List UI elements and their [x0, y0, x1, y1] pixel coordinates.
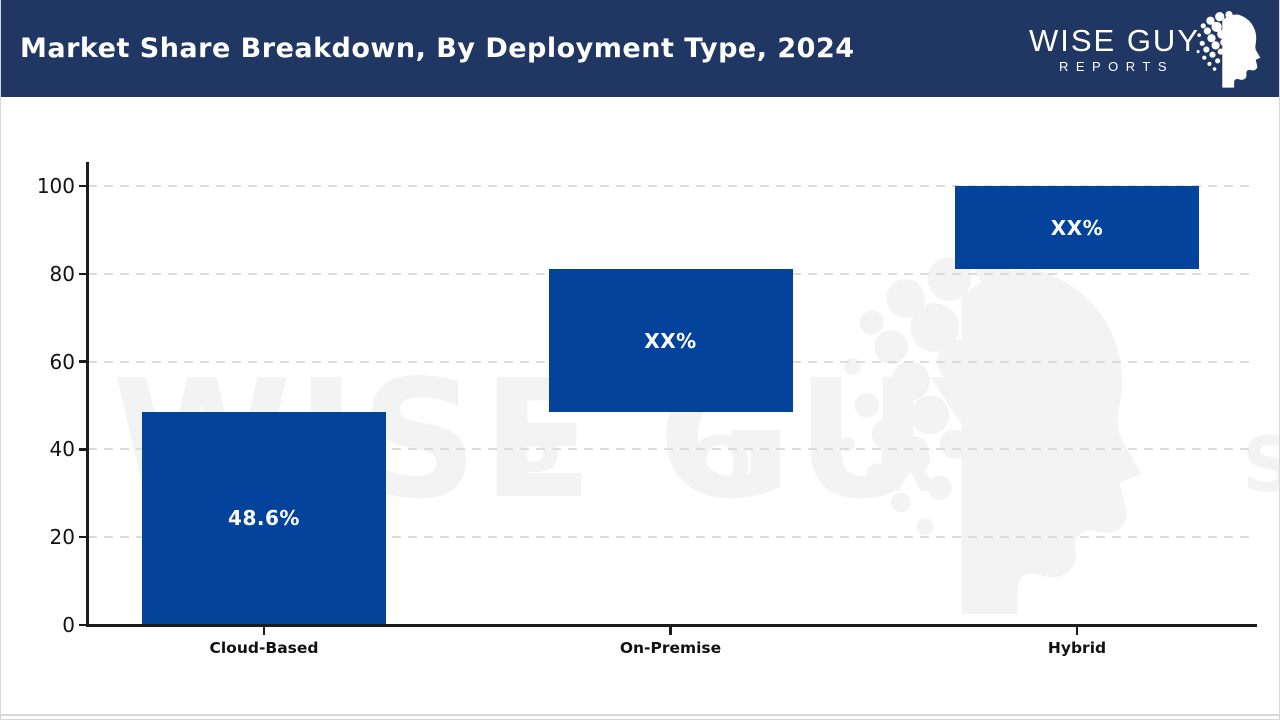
y-tick-label: 20 [49, 525, 75, 550]
logo-text: WISE GUY REPORTS [1029, 25, 1200, 74]
x-tick [262, 627, 266, 635]
gridline-100 [88, 185, 1252, 187]
bar-value-label-hybrid: XX% [1050, 215, 1104, 240]
bar-on-premise: XX% [548, 269, 793, 412]
x-category-label-hybrid: Hybrid [1047, 639, 1107, 657]
y-tick-label: 40 [49, 437, 75, 462]
wise-guy-reports-logo: WISE GUY REPORTS [1029, 6, 1266, 92]
dotted-profile-head-icon [1196, 10, 1261, 88]
y-tick [79, 184, 88, 188]
y-tick-label: 60 [49, 349, 75, 374]
bar-hybrid: XX% [955, 186, 1199, 270]
y-tick [79, 360, 88, 363]
x-axis [86, 624, 1257, 627]
bar-cloud-based: 48.6% [142, 411, 386, 625]
logo-subtitle: REPORTS [1058, 58, 1175, 74]
y-tick [79, 535, 88, 539]
y-tick-label: 0 [62, 613, 75, 637]
y-axis [86, 162, 89, 627]
logo-wordmark: WISE GUY [1028, 22, 1200, 58]
x-category-label-on-premise: On-Premise [619, 639, 722, 657]
y-tick [79, 272, 88, 276]
page-title: Market Share Breakdown, By Deployment Ty… [20, 33, 855, 64]
y-tick-label: 100 [36, 174, 75, 198]
x-tick [1075, 627, 1079, 635]
y-tick [79, 448, 88, 451]
x-tick [669, 627, 672, 635]
gridline-40 [88, 448, 1252, 451]
bar-value-label-cloud-based: 48.6% [228, 506, 300, 531]
bar-value-label-on-premise: XX% [644, 328, 697, 353]
y-tick [79, 623, 88, 627]
header-bar: Market Share Breakdown, By Deployment Ty… [0, 0, 1280, 97]
gridline-20 [88, 536, 1252, 539]
footer-divider [0, 714, 1280, 716]
x-category-label-cloud-based: Cloud-Based [209, 639, 319, 657]
y-tick-label: 80 [49, 261, 75, 286]
